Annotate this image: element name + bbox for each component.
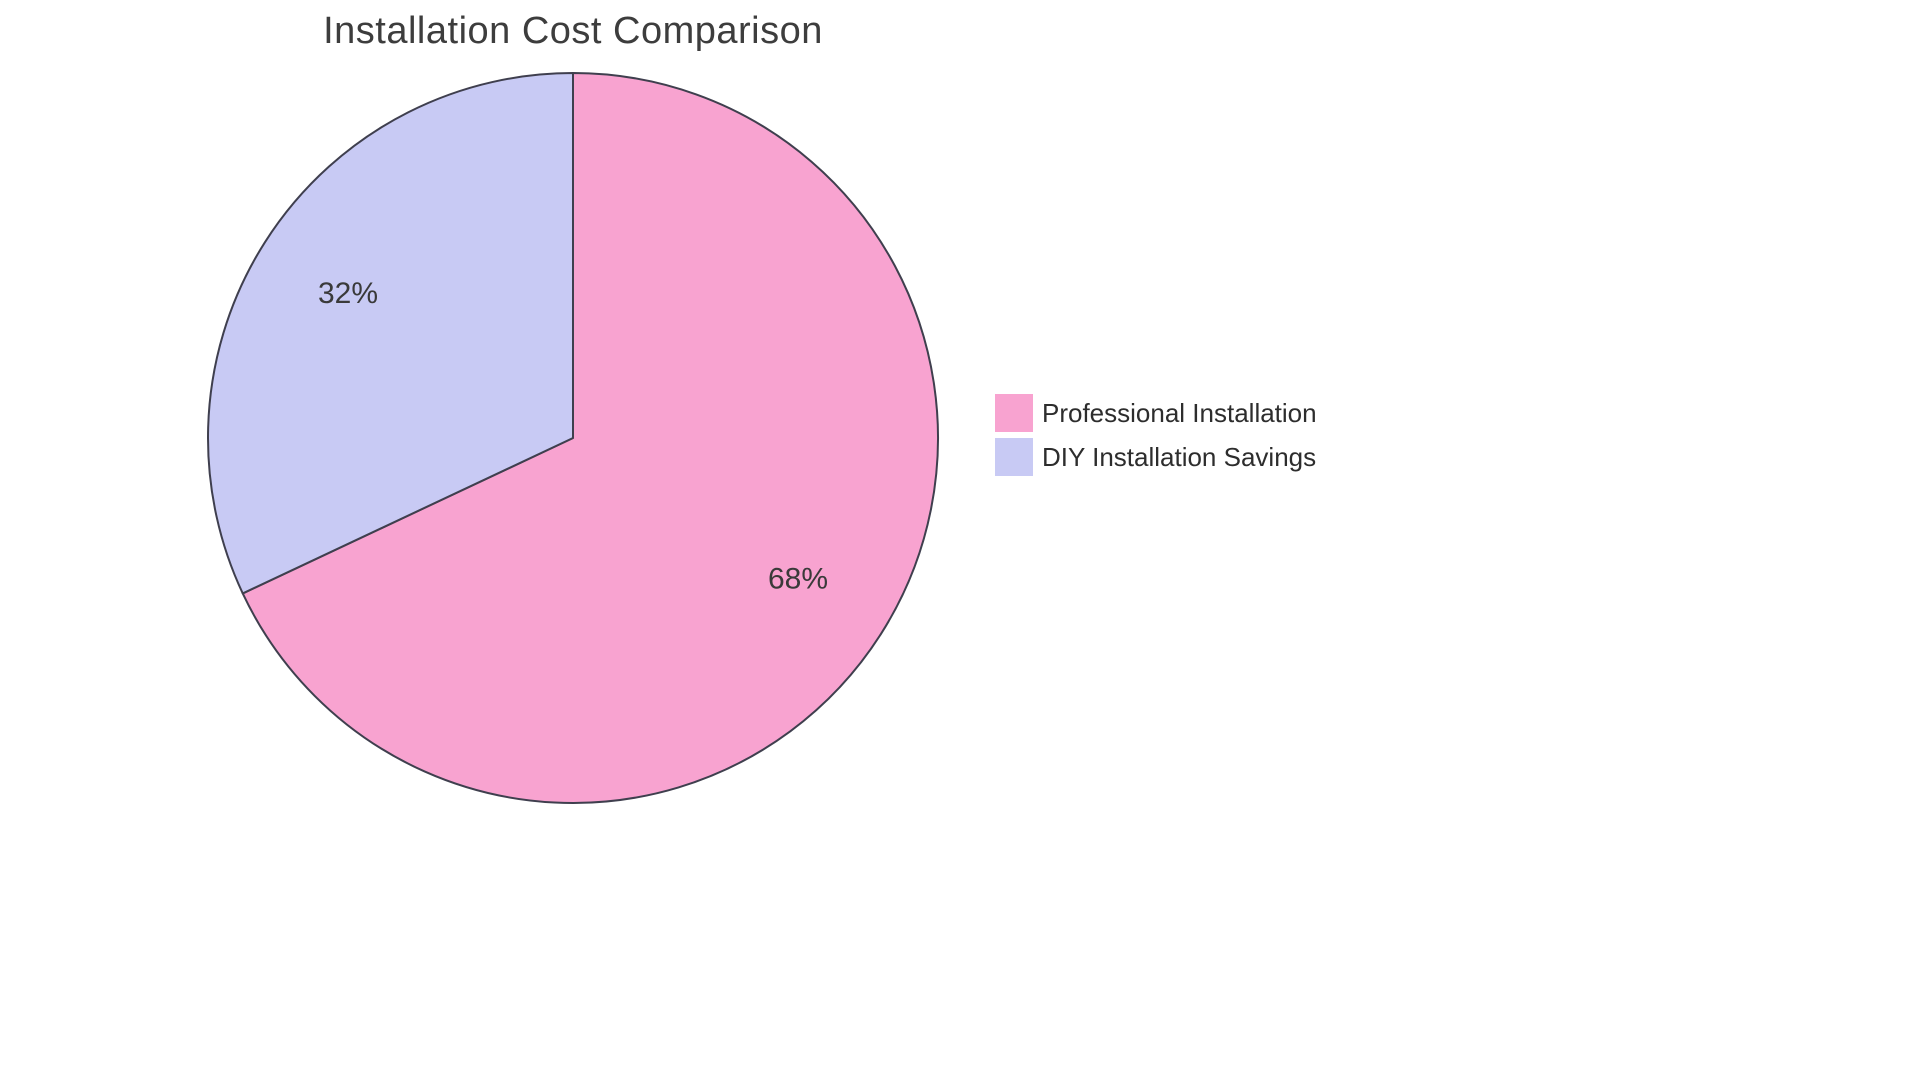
slice-percentage-label: 32%: [318, 277, 378, 310]
legend-label: DIY Installation Savings: [1042, 441, 1317, 472]
chart-title: Installation Cost Comparison: [323, 10, 823, 52]
pie-slice-professional-installation: [241, 72, 940, 804]
legend-item: DIY Installation Savings: [995, 438, 1317, 476]
legend-swatch-professional-installation: [995, 394, 1033, 432]
slice-percentage-label: 68%: [768, 563, 828, 596]
pie-slice-diy-installation-savings: [207, 72, 574, 595]
legend-item: Professional Installation: [995, 394, 1317, 432]
legend-label: Professional Installation: [1042, 397, 1317, 428]
legend-swatch-diy-installation-savings: [995, 438, 1033, 476]
legend: Professional Installation DIY Installati…: [995, 394, 1317, 476]
